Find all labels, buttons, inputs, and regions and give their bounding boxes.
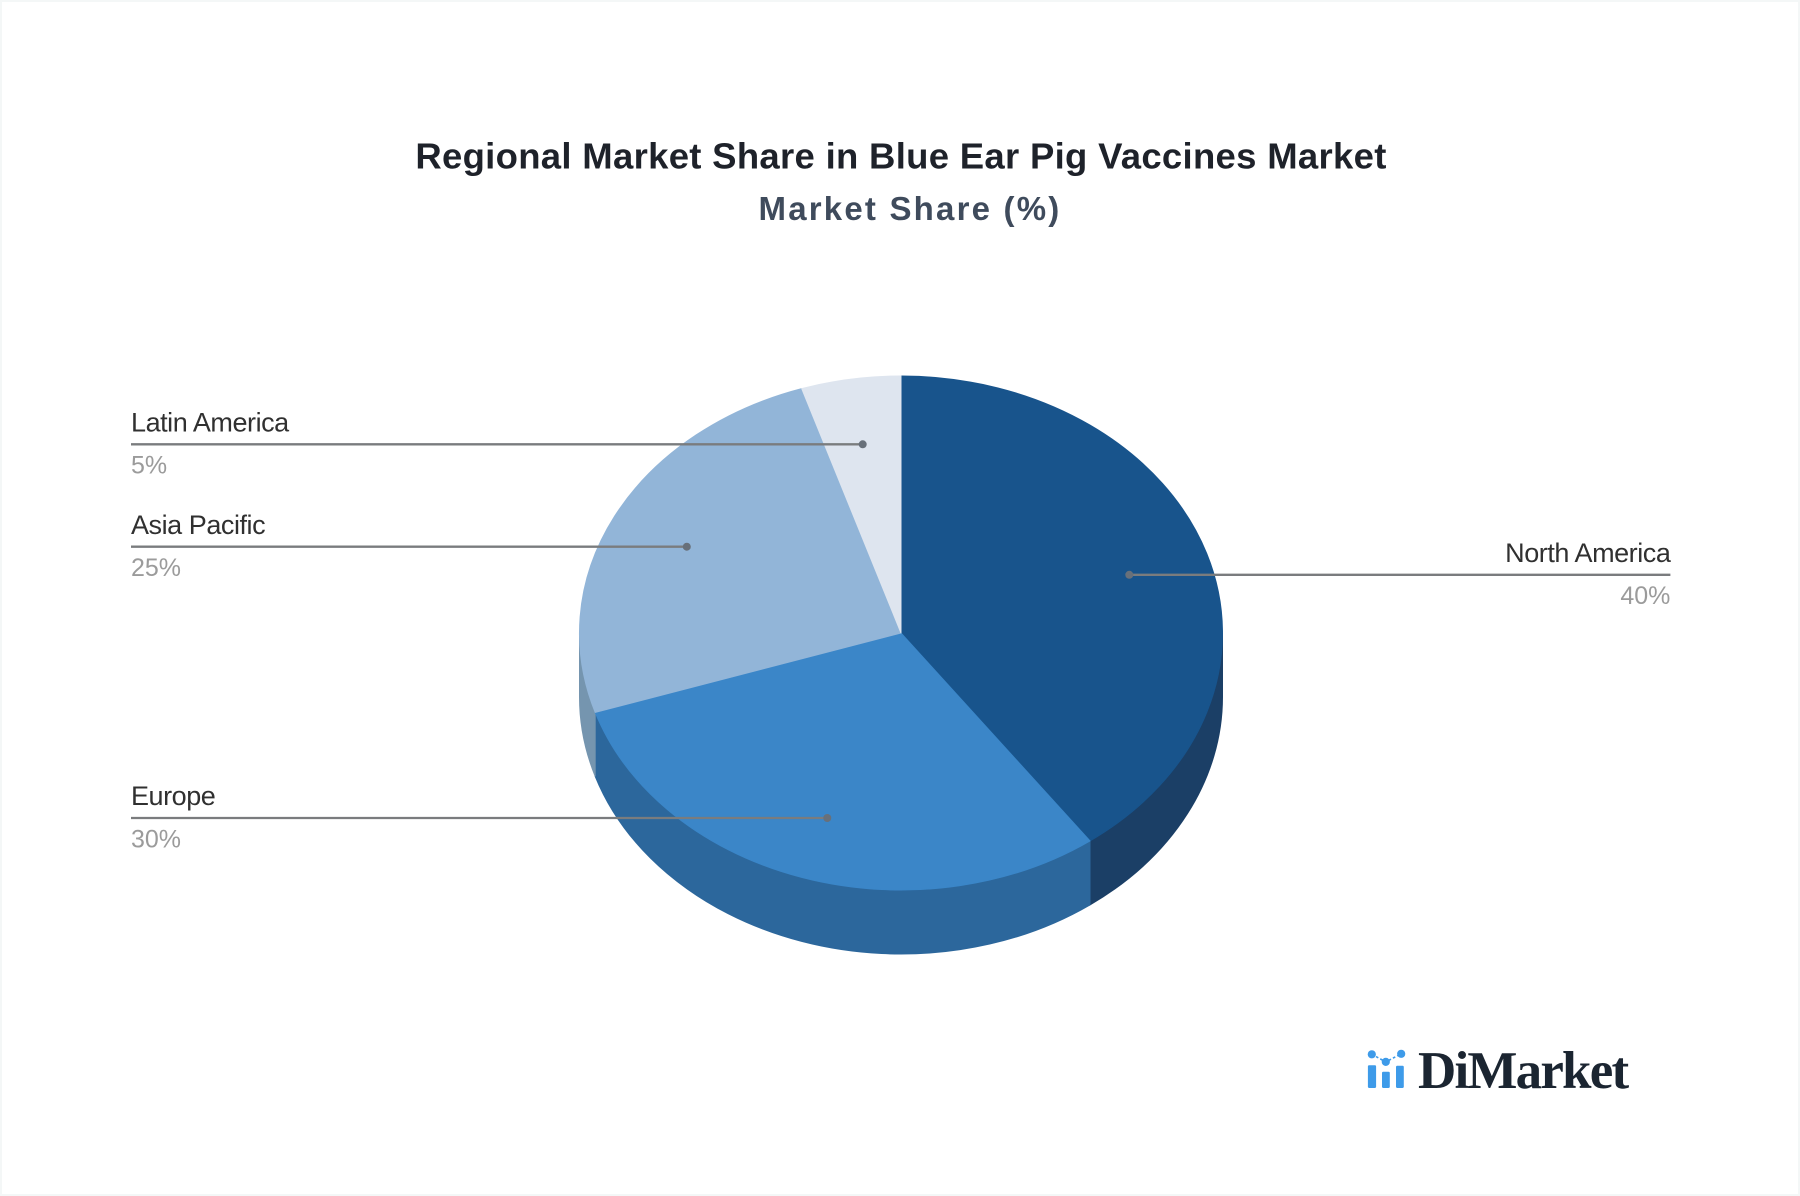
svg-text:25%: 25% [131, 554, 181, 582]
svg-text:Europe: Europe [131, 781, 215, 811]
svg-text:Latin America: Latin America [131, 408, 290, 438]
svg-text:Asia Pacific: Asia Pacific [131, 510, 265, 540]
svg-text:40%: 40% [1620, 582, 1670, 610]
svg-text:Market Share (%): Market Share (%) [759, 190, 1062, 227]
svg-text:5%: 5% [131, 452, 167, 480]
svg-text:North America: North America [1505, 538, 1672, 568]
svg-text:DiMarket: DiMarket [1418, 1042, 1629, 1100]
svg-text:30%: 30% [131, 825, 181, 853]
svg-text:Regional Market Share in Blue: Regional Market Share in Blue Ear Pig Va… [415, 136, 1386, 177]
